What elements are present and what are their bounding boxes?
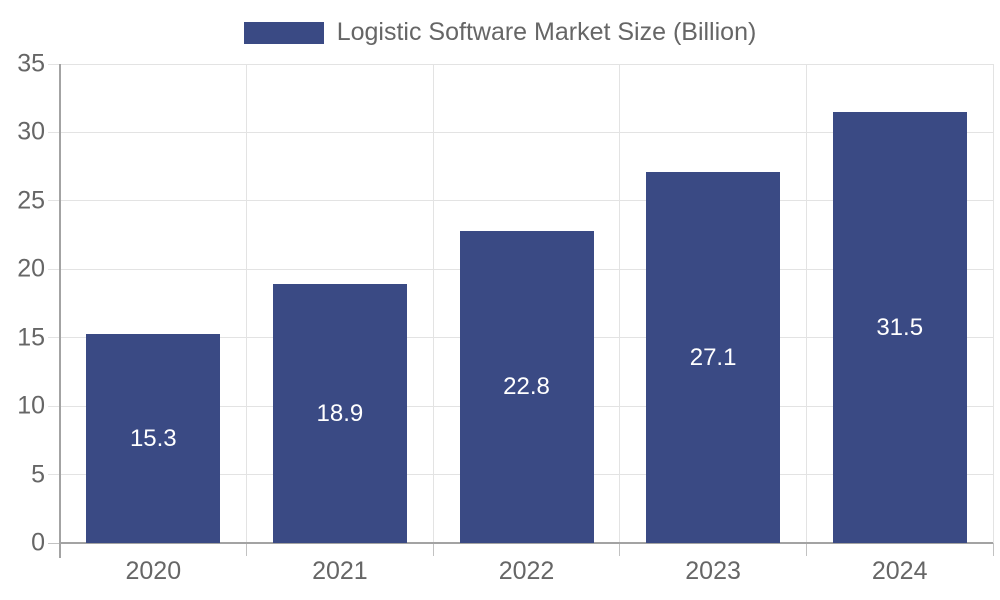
x-tick xyxy=(432,543,434,556)
bar-value-label: 15.3 xyxy=(129,424,177,452)
y-tick-label: 25 xyxy=(17,186,45,215)
x-tick-label: 2020 xyxy=(125,557,182,585)
x-tick xyxy=(992,543,994,556)
x-tick xyxy=(619,543,621,556)
bar-value-label: 31.5 xyxy=(876,313,924,341)
bar[interactable] xyxy=(460,231,594,543)
y-gridline xyxy=(48,131,993,133)
y-tick-label: 5 xyxy=(31,460,45,489)
bar[interactable] xyxy=(646,172,780,543)
y-gridline xyxy=(48,200,993,202)
y-tick-label: 15 xyxy=(17,323,45,352)
y-tick-label: 20 xyxy=(17,254,45,283)
y-tick xyxy=(48,542,60,544)
x-gridline xyxy=(432,64,434,543)
x-gridline xyxy=(805,64,807,543)
x-tick-label: 2024 xyxy=(871,557,928,585)
x-gridline xyxy=(992,64,994,543)
legend-swatch xyxy=(243,21,324,44)
bar[interactable] xyxy=(833,112,967,543)
x-gridline xyxy=(619,64,621,543)
x-tick-label: 2023 xyxy=(685,557,741,585)
x-gridline xyxy=(246,64,248,543)
bar-value-label: 27.1 xyxy=(689,343,737,371)
bar-value-label: 18.9 xyxy=(316,399,364,427)
y-tick-label: 10 xyxy=(17,391,45,420)
y-axis-line xyxy=(59,64,61,558)
legend-label: Logistic Software Market Size (Billion) xyxy=(336,18,757,46)
bar[interactable] xyxy=(86,334,220,543)
bar[interactable] xyxy=(273,284,407,543)
bar-value-label: 22.8 xyxy=(503,373,550,400)
x-tick-label: 2022 xyxy=(498,557,555,585)
x-tick-label: 2021 xyxy=(312,557,368,585)
legend-item[interactable]: Logistic Software Market Size (Billion) xyxy=(0,18,1000,47)
x-axis-line xyxy=(60,542,993,544)
y-gridline xyxy=(48,63,993,65)
x-tick xyxy=(805,543,807,556)
y-tick-label: 0 xyxy=(31,528,45,557)
y-tick-label: 30 xyxy=(17,117,45,146)
y-tick-label: 35 xyxy=(17,49,45,78)
x-tick xyxy=(246,543,248,556)
